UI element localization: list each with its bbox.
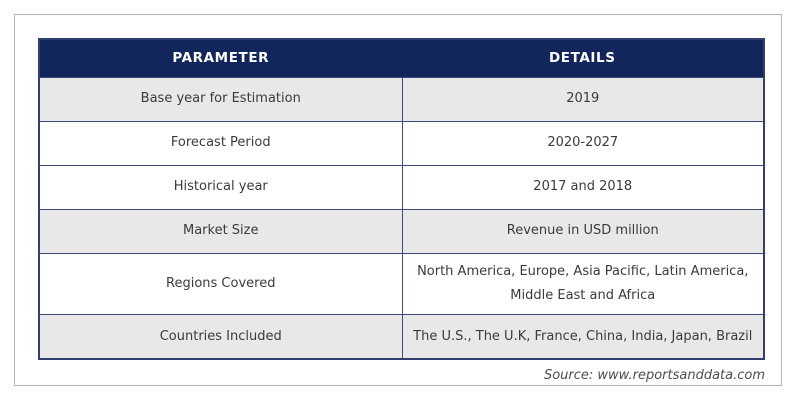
table-row: Forecast Period 2020-2027 <box>40 121 763 165</box>
details-cell: 2020-2027 <box>401 122 764 165</box>
table-row: Regions Covered North America, Europe, A… <box>40 253 764 315</box>
source-attribution: Source: www.reportsanddata.com <box>543 368 765 384</box>
header-details: DETAILS <box>548 50 616 67</box>
parameter-cell: Historical year <box>173 179 268 195</box>
details-cell: North America, Europe, Asia Pacific, Lat… <box>401 254 764 315</box>
market-report-scope-table: PARAMETER DETAILS Base year for Estimati… <box>38 38 765 361</box>
parameter-cell: Regions Covered <box>166 276 276 292</box>
parameter-cell: Base year for Estimation <box>140 91 301 107</box>
parameter-cell: Forecast Period <box>170 135 271 151</box>
table-row: Countries Included The U.S., The U.K, Fr… <box>40 314 764 359</box>
header-parameter: PARAMETER <box>172 50 270 67</box>
details-cell: Revenue in USD million <box>401 210 764 253</box>
details-cell: The U.S., The U.K, France, China, India,… <box>401 315 764 359</box>
table-row: Base year for Estimation 2019 <box>40 77 763 121</box>
table-row: Market Size Revenue in USD million <box>40 209 763 253</box>
table-row: Historical year 2017 and 2018 <box>40 165 763 209</box>
table-body: Base year for Estimation 2019 Forecast P… <box>40 77 764 359</box>
parameter-cell: Market Size <box>182 223 259 239</box>
parameter-cell: Countries Included <box>159 328 282 344</box>
details-cell: 2017 and 2018 <box>401 166 764 209</box>
table-header-row: PARAMETER DETAILS <box>40 40 763 77</box>
content-frame: PARAMETER DETAILS Base year for Estimati… <box>14 14 782 386</box>
details-cell: 2019 <box>401 78 764 121</box>
